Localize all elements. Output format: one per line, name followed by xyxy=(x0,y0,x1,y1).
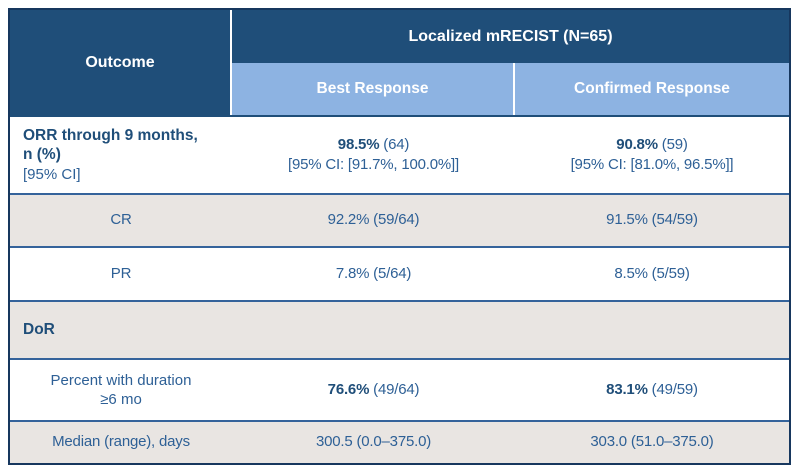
orr-confirmed-value: 90.8% xyxy=(616,135,658,153)
dor-section-label: DoR xyxy=(23,321,55,338)
cr-confirmed-value: 91.5% (54/59) xyxy=(606,211,698,229)
table-row-cr: CR 92.2% (59/64) 91.5% (54/59) xyxy=(10,193,789,246)
duration-best-count: (49/64) xyxy=(369,380,420,398)
duration-confirmed-cell: 83.1% (49/59) xyxy=(515,360,789,420)
subheader-row: Best Response Confirmed Response xyxy=(232,63,789,115)
pr-confirmed-cell: 8.5% (5/59) xyxy=(515,248,789,300)
orr-label-ci: [95% CI] xyxy=(23,166,81,184)
duration-best-cell: 76.6% (49/64) xyxy=(232,360,515,420)
median-best-value: 300.5 (0.0–375.0) xyxy=(315,433,432,451)
table-row-orr: ORR through 9 months, n (%) [95% CI] 98.… xyxy=(10,115,789,193)
orr-confirmed-ci: [95% CI: [81.0%, 96.5%]] xyxy=(570,156,734,173)
duration-confirmed-value-line: 83.1% (49/59) xyxy=(606,380,698,400)
orr-best-value-line: 98.5% (64) xyxy=(337,135,410,155)
cr-best-value: 92.2% (59/64) xyxy=(327,211,420,229)
orr-best-ci: [95% CI: [91.7%, 100.0%]] xyxy=(288,156,459,173)
orr-confirmed-value-line: 90.8% (59) xyxy=(616,135,688,155)
pr-label: PR xyxy=(110,264,132,282)
orr-best-value: 98.5% xyxy=(337,135,380,153)
median-label: Median (range), days xyxy=(52,433,190,451)
pr-label-cell: PR xyxy=(10,248,232,300)
median-confirmed-value: 303.0 (51.0–375.0) xyxy=(590,433,714,451)
cr-label-cell: CR xyxy=(10,195,232,246)
duration-best-value: 76.6% xyxy=(327,380,370,398)
duration-label-line2: ≥6 mo xyxy=(100,391,142,408)
cr-label: CR xyxy=(110,211,132,229)
best-response-header-label: Best Response xyxy=(316,80,429,97)
pr-best-cell: 7.8% (5/64) xyxy=(232,248,515,300)
duration-label-line1: Percent with duration xyxy=(50,371,192,389)
orr-best-count: (64) xyxy=(379,135,410,153)
cr-confirmed-cell: 91.5% (54/59) xyxy=(515,195,789,246)
group-header-label: Localized mRECIST (N=65) xyxy=(408,27,613,45)
duration-best-value-line: 76.6% (49/64) xyxy=(328,380,420,400)
median-confirmed-cell: 303.0 (51.0–375.0) xyxy=(515,422,789,463)
orr-best-cell: 98.5% (64) [95% CI: [91.7%, 100.0%]] xyxy=(232,117,515,193)
best-response-header-cell: Best Response xyxy=(232,63,515,115)
table-row-duration: Percent with duration ≥6 mo 76.6% (49/64… xyxy=(10,358,789,420)
table-row-dor-section: DoR xyxy=(10,300,789,358)
median-best-cell: 300.5 (0.0–375.0) xyxy=(232,422,515,463)
outcome-header-cell: Outcome xyxy=(10,10,232,115)
median-label-cell: Median (range), days xyxy=(10,422,232,463)
confirmed-response-header-label: Confirmed Response xyxy=(574,80,730,97)
duration-label-cell: Percent with duration ≥6 mo xyxy=(10,360,232,420)
orr-confirmed-cell: 90.8% (59) [95% CI: [81.0%, 96.5%]] xyxy=(515,117,789,193)
orr-label-line2: n (%) xyxy=(23,146,61,164)
mrecist-results-table: Outcome Localized mRECIST (N=65) Best Re… xyxy=(8,8,791,465)
pr-confirmed-value: 8.5% (5/59) xyxy=(614,264,690,282)
cr-best-cell: 92.2% (59/64) xyxy=(232,195,515,246)
pr-best-value: 7.8% (5/64) xyxy=(335,264,412,282)
table-header: Outcome Localized mRECIST (N=65) Best Re… xyxy=(10,10,789,115)
duration-confirmed-count: (49/59) xyxy=(647,380,698,398)
duration-confirmed-value: 83.1% xyxy=(606,380,648,398)
orr-confirmed-count: (59) xyxy=(657,135,688,153)
orr-label-line1: ORR through 9 months, xyxy=(23,126,198,144)
orr-label-cell: ORR through 9 months, n (%) [95% CI] xyxy=(10,117,232,193)
dor-section-label-cell: DoR xyxy=(10,302,789,358)
table-row-pr: PR 7.8% (5/64) 8.5% (5/59) xyxy=(10,246,789,300)
confirmed-response-header-cell: Confirmed Response xyxy=(515,63,789,115)
header-right-group: Localized mRECIST (N=65) Best Response C… xyxy=(232,10,789,115)
group-header-cell: Localized mRECIST (N=65) xyxy=(232,10,789,63)
table-row-median: Median (range), days 300.5 (0.0–375.0) 3… xyxy=(10,420,789,463)
outcome-header-label: Outcome xyxy=(85,53,155,71)
